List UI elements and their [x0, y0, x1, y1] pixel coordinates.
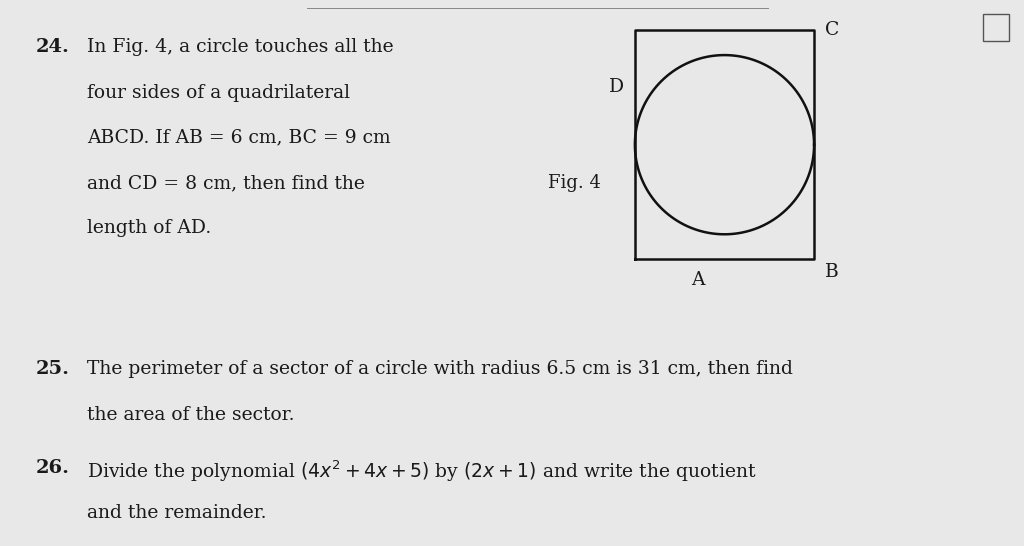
Text: 24.: 24.: [36, 38, 70, 56]
Text: Divide the polynomial $(4x^2+4x+5)$ by $(2x+1)$ and write the quotient: Divide the polynomial $(4x^2+4x+5)$ by $…: [87, 459, 757, 484]
Text: and the remainder.: and the remainder.: [87, 504, 266, 522]
Text: four sides of a quadrilateral: four sides of a quadrilateral: [87, 84, 350, 102]
Text: The perimeter of a sector of a circle with radius 6.5 cm is 31 cm, then find: The perimeter of a sector of a circle wi…: [87, 360, 793, 378]
Text: C: C: [825, 21, 840, 39]
Text: length of AD.: length of AD.: [87, 219, 211, 238]
Text: and CD = 8 cm, then find the: and CD = 8 cm, then find the: [87, 174, 365, 192]
Text: 26.: 26.: [36, 459, 70, 477]
Text: B: B: [825, 263, 839, 281]
Text: the area of the sector.: the area of the sector.: [87, 406, 295, 424]
Text: 25.: 25.: [36, 360, 70, 378]
Text: In Fig. 4, a circle touches all the: In Fig. 4, a circle touches all the: [87, 38, 393, 56]
Text: D: D: [608, 79, 624, 96]
Text: ABCD. If AB = 6 cm, BC = 9 cm: ABCD. If AB = 6 cm, BC = 9 cm: [87, 129, 391, 147]
Text: Fig. 4: Fig. 4: [548, 174, 601, 192]
Text: A: A: [691, 271, 705, 289]
